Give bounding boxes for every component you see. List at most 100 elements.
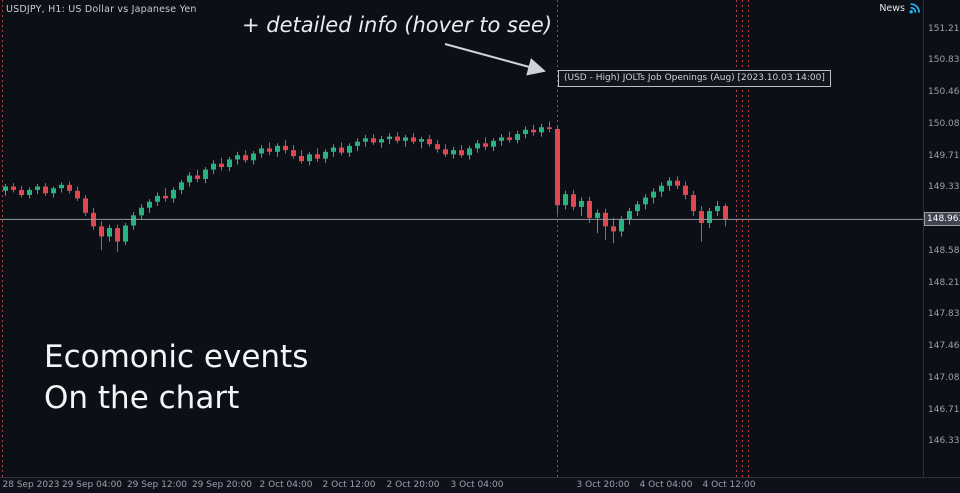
candle-body bbox=[451, 150, 456, 155]
news-indicator-button[interactable]: News bbox=[879, 3, 922, 14]
time-axis-label: 2 Oct 20:00 bbox=[386, 480, 440, 490]
candle-body bbox=[467, 148, 472, 156]
price-axis-label: 148.585 bbox=[928, 245, 960, 256]
candle-body bbox=[395, 136, 400, 141]
news-label: News bbox=[879, 3, 905, 14]
candle-body bbox=[387, 136, 392, 140]
candle-body bbox=[707, 211, 712, 223]
candle-body bbox=[75, 190, 80, 199]
time-axis-label: 28 Sep 2023 bbox=[2, 480, 60, 490]
annotation-text: + detailed info (hover to see) bbox=[242, 13, 553, 37]
candle-body bbox=[571, 194, 576, 207]
candle-body bbox=[235, 155, 240, 160]
news-signal-icon bbox=[909, 3, 920, 14]
candle-body bbox=[251, 153, 256, 161]
price-axis-label: 147.835 bbox=[928, 309, 960, 320]
price-axis-label: 150.085 bbox=[928, 118, 960, 129]
current-price-tag: 148.963 bbox=[924, 212, 960, 227]
candle-body bbox=[299, 156, 304, 162]
price-axis-label: 149.335 bbox=[928, 182, 960, 193]
candle-body bbox=[331, 147, 336, 152]
caption-line1: Ecomonic events bbox=[44, 339, 309, 375]
price-axis-label: 150.460 bbox=[928, 87, 960, 98]
candle-body bbox=[219, 163, 224, 168]
candle-body bbox=[227, 159, 232, 168]
candle-body bbox=[715, 206, 720, 212]
candle-body bbox=[579, 200, 584, 207]
candle-body bbox=[323, 151, 328, 159]
candle-body bbox=[411, 137, 416, 142]
candle-body bbox=[483, 143, 488, 147]
candle-body bbox=[115, 228, 120, 242]
candle-body bbox=[363, 138, 368, 142]
candle-body bbox=[491, 140, 496, 147]
candle-body bbox=[659, 185, 664, 192]
price-axis-label: 146.710 bbox=[928, 404, 960, 415]
time-axis-label: 3 Oct 20:00 bbox=[576, 480, 630, 490]
candle-body bbox=[171, 189, 176, 199]
candle-body bbox=[131, 215, 136, 226]
time-axis-label: 4 Oct 12:00 bbox=[702, 480, 756, 490]
candle-body bbox=[475, 143, 480, 149]
candle-body bbox=[107, 228, 112, 237]
time-axis-label: 29 Sep 20:00 bbox=[191, 480, 253, 490]
candle-body bbox=[307, 154, 312, 162]
candle-body bbox=[675, 180, 680, 186]
candle-body bbox=[515, 134, 520, 140]
price-axis-label: 148.210 bbox=[928, 277, 960, 288]
candle-body bbox=[459, 150, 464, 156]
event-tooltip: (USD - High) JOLTs Job Openings (Aug) [2… bbox=[558, 70, 831, 87]
candle-body bbox=[179, 182, 184, 190]
candle-body bbox=[643, 197, 648, 205]
candle-body bbox=[555, 128, 560, 206]
candle-body bbox=[355, 141, 360, 146]
candle-body bbox=[195, 175, 200, 179]
candle-body bbox=[699, 211, 704, 223]
price-axis-label: 147.085 bbox=[928, 372, 960, 383]
candle-body bbox=[19, 189, 24, 196]
candle-body bbox=[99, 226, 104, 237]
candle-body bbox=[35, 186, 40, 190]
price-axis-label: 149.710 bbox=[928, 150, 960, 161]
candle-body bbox=[243, 155, 248, 161]
candle-body bbox=[523, 129, 528, 135]
time-axis-label: 4 Oct 04:00 bbox=[639, 480, 693, 490]
price-axis[interactable]: 148.963 151.210 150.835 150.460 150.085 149.… bbox=[923, 0, 960, 478]
candle-body bbox=[539, 127, 544, 133]
candle-body bbox=[291, 150, 296, 157]
candle-body bbox=[635, 204, 640, 212]
candle-body bbox=[531, 129, 536, 133]
candle-body bbox=[563, 194, 568, 206]
candle-body bbox=[315, 154, 320, 159]
candle-body bbox=[163, 195, 168, 199]
candle-body bbox=[43, 186, 48, 194]
candle-body bbox=[267, 148, 272, 152]
candle-body bbox=[59, 184, 64, 189]
candle-body bbox=[203, 169, 208, 179]
candle-body bbox=[651, 191, 656, 198]
time-axis[interactable]: 28 Sep 2023 29 Sep 04:00 29 Sep 12:00 29 Se… bbox=[0, 477, 960, 493]
candle-body bbox=[667, 180, 672, 186]
candle-body bbox=[435, 144, 440, 150]
candle-body bbox=[11, 186, 16, 190]
candle-body bbox=[347, 145, 352, 153]
price-axis-label: 147.460 bbox=[928, 341, 960, 352]
candle-body bbox=[611, 226, 616, 232]
candle-body bbox=[627, 211, 632, 220]
candle-body bbox=[595, 212, 600, 218]
candle-body bbox=[587, 200, 592, 218]
time-axis-label: 29 Sep 04:00 bbox=[61, 480, 123, 490]
candle-body bbox=[547, 127, 552, 129]
candle-body bbox=[419, 139, 424, 142]
price-axis-label: 150.835 bbox=[928, 55, 960, 66]
candle-body bbox=[211, 163, 216, 170]
time-axis-label: 2 Oct 04:00 bbox=[259, 480, 313, 490]
candle-body bbox=[379, 139, 384, 143]
candle-body bbox=[259, 148, 264, 154]
time-axis-label: 29 Sep 12:00 bbox=[126, 480, 188, 490]
candle-body bbox=[427, 139, 432, 145]
candle-body bbox=[67, 184, 72, 191]
candle-body bbox=[723, 206, 728, 220]
